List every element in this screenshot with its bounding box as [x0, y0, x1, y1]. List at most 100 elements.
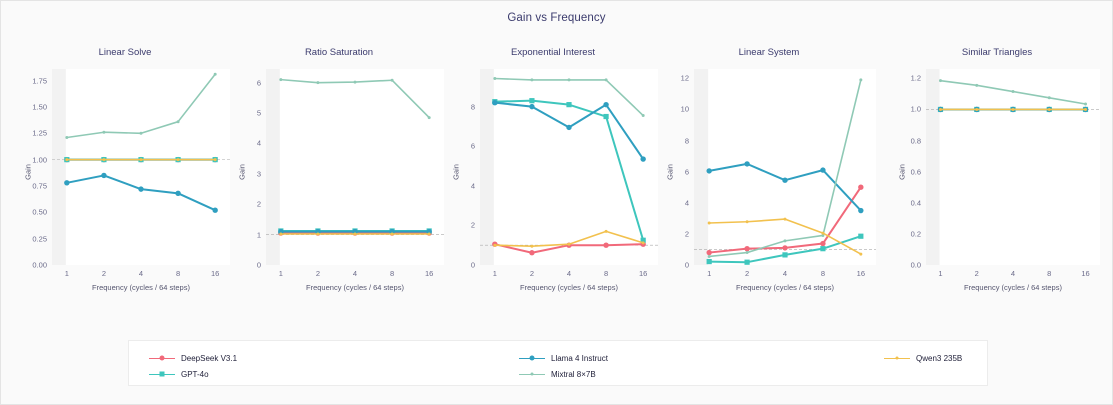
data-point-marker	[101, 172, 107, 179]
y-axis-tick: 2	[684, 229, 689, 239]
data-point-marker	[821, 231, 825, 235]
data-point-marker	[530, 78, 534, 82]
panel-title: Linear Solve	[98, 47, 152, 58]
legend-marker	[530, 372, 534, 376]
y-axis-tick: 0.6	[910, 167, 921, 177]
data-point-marker	[212, 207, 218, 213]
panel-title: Ratio Saturation	[304, 47, 374, 58]
chart-panel: Ratio Saturation Gain Frequency (cycles / …	[228, 47, 450, 297]
y-axis-tick: 8	[684, 136, 689, 146]
data-point-marker	[529, 98, 535, 104]
data-point-marker	[65, 158, 69, 162]
plot-margin-band	[694, 69, 709, 265]
x-axis-tick: 16	[424, 269, 434, 278]
y-axis-label: Gain	[897, 164, 907, 180]
data-point-marker	[820, 167, 826, 173]
data-point-marker	[352, 228, 358, 235]
figure-title: Gain vs Frequency	[507, 12, 606, 24]
x-axis-tick: 8	[820, 269, 825, 278]
legend-entry[interactable]: Llama 4 Instruct	[519, 351, 608, 365]
legend-swatch-icon	[519, 369, 545, 379]
data-point-marker	[353, 232, 357, 236]
y-axis-tick: 6	[684, 167, 689, 177]
y-axis-tick: 1.2	[910, 73, 921, 83]
panel-title: Exponential Interest	[511, 47, 595, 58]
data-point-marker	[783, 239, 787, 243]
data-point-marker	[859, 252, 863, 256]
y-axis-tick: 4	[256, 138, 261, 148]
plot-area: 0 2 4 6 8 1 2 4 8 16	[471, 69, 658, 278]
legend-label: DeepSeek V3.1	[181, 353, 238, 363]
y-axis-tick: 3	[256, 169, 261, 179]
x-axis-tick: 4	[782, 269, 788, 278]
x-axis-tick: 4	[1010, 269, 1016, 278]
data-point-marker	[707, 221, 711, 225]
y-axis-tick: 0.4	[910, 198, 921, 208]
legend-entry[interactable]: Mixtral 8×7B	[519, 367, 596, 381]
series-line	[494, 77, 644, 117]
legend-entry[interactable]: GPT-4o	[149, 367, 209, 381]
x-axis-tick: 2	[529, 269, 534, 278]
y-axis-tick: 0	[470, 260, 475, 270]
data-point-marker	[566, 124, 572, 131]
data-point-marker	[640, 237, 646, 243]
data-point-marker	[138, 186, 144, 192]
data-point-marker	[782, 177, 788, 183]
x-axis-tick: 1	[64, 269, 69, 278]
legend-swatch-icon	[149, 369, 175, 379]
y-axis-tick: 5	[256, 108, 261, 118]
panel-title: Linear System	[738, 47, 800, 58]
legend-entry[interactable]: Qwen3 235B	[884, 351, 962, 365]
y-axis-tick: 1.00	[32, 155, 47, 165]
x-axis-tick: 8	[389, 269, 395, 278]
x-axis-tick: 1	[938, 269, 943, 278]
data-point-marker	[492, 99, 498, 106]
data-point-marker	[820, 246, 826, 252]
data-point-marker	[316, 81, 320, 85]
x-axis-tick: 2	[974, 269, 979, 278]
data-point-marker	[175, 190, 181, 197]
x-axis-tick: 16	[856, 269, 865, 278]
data-point-marker	[139, 131, 143, 135]
data-point-marker	[706, 168, 712, 174]
x-axis-tick: 2	[315, 269, 320, 278]
x-axis-label: Frequency (cycles / 64 steps)	[736, 283, 834, 292]
data-point-marker	[859, 78, 863, 82]
legend-label: GPT-4o	[181, 369, 209, 379]
data-point-marker	[782, 252, 788, 258]
chart-legend: DeepSeek V3.1 GPT-4o Llama 4 Instruct Mixtr…	[128, 340, 988, 386]
plot-area: 0 2 4 6 8 10 12 1 2 4 8 16	[681, 69, 876, 278]
data-point-marker	[1084, 102, 1087, 106]
data-point-marker	[744, 161, 750, 167]
data-point-marker	[1011, 90, 1015, 94]
data-point-marker	[1047, 107, 1051, 111]
y-axis-tick: 8	[470, 102, 475, 112]
legend-marker	[529, 355, 535, 361]
data-point-marker	[641, 114, 645, 118]
data-point-marker	[603, 242, 609, 248]
data-point-marker	[566, 102, 572, 108]
panel-title: Similar Triangles	[961, 47, 1033, 58]
x-axis-tick: 1	[278, 269, 283, 278]
y-axis-tick: 1	[256, 230, 261, 240]
plot-area: 0.0 0.2 0.4 0.6 0.8 1.0 1.2 1 2 4 8 16	[911, 69, 1100, 278]
data-point-marker	[1084, 107, 1087, 111]
legend-entry[interactable]: DeepSeek V3.1	[149, 351, 237, 365]
y-axis-tick: 6	[256, 78, 261, 88]
series-line	[280, 78, 430, 119]
plot-canvas	[266, 69, 444, 265]
y-axis-tick: 0.50	[32, 207, 47, 217]
legend-label: Llama 4 Instruct	[551, 353, 608, 363]
data-point-marker	[427, 232, 431, 236]
data-point-marker	[745, 251, 749, 255]
x-axis-tick: 4	[138, 269, 144, 278]
x-axis-tick: 4	[566, 269, 572, 278]
x-axis-label: Frequency (cycles / 64 steps)	[964, 283, 1062, 292]
data-point-marker	[975, 83, 979, 87]
data-point-marker	[176, 120, 180, 124]
x-axis-tick: 16	[638, 269, 648, 278]
data-point-marker	[176, 158, 180, 162]
data-point-marker	[64, 180, 70, 186]
x-axis-tick: 8	[175, 269, 181, 278]
